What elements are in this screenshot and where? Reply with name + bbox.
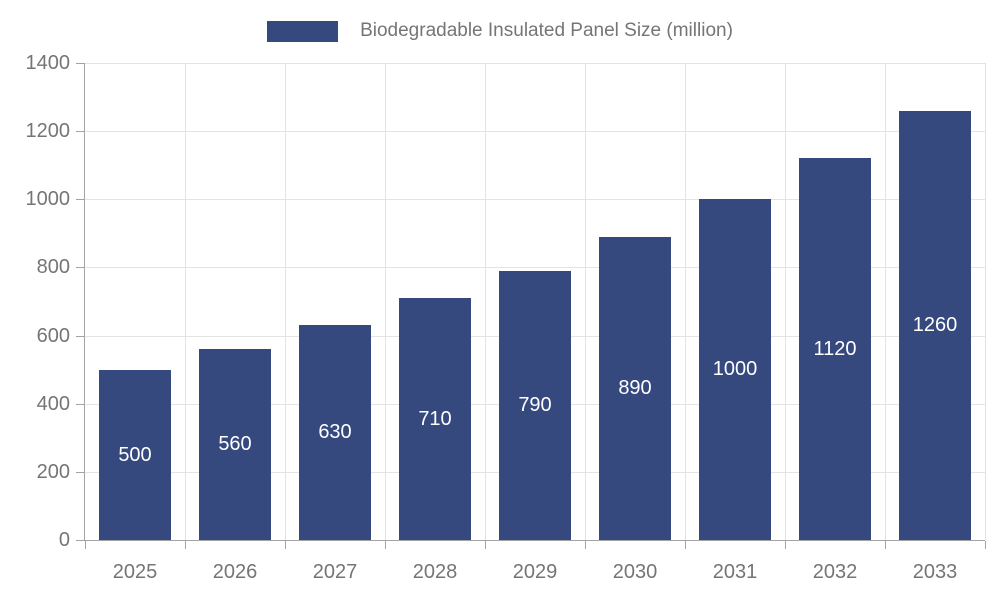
x-axis-tick-label: 2030 — [612, 561, 658, 583]
bar: 1260 — [899, 111, 971, 540]
gridline-vertical — [885, 63, 886, 540]
y-axis-tick-mark — [76, 472, 84, 473]
bar: 630 — [299, 325, 371, 540]
x-axis-tick-label: 2032 — [812, 561, 858, 583]
x-axis-tick-mark — [685, 541, 686, 549]
y-axis-tick-mark — [76, 540, 84, 541]
bar-value-label: 560 — [218, 433, 252, 455]
y-axis-tick-label: 1000 — [25, 188, 71, 210]
bar-value-label: 1000 — [712, 358, 758, 380]
y-axis-tick-mark — [76, 131, 84, 132]
gridline-vertical — [285, 63, 286, 540]
legend-swatch — [267, 20, 339, 42]
x-axis-tick-mark — [585, 541, 586, 549]
gridline-vertical — [785, 63, 786, 540]
y-axis-tick-label: 800 — [36, 256, 70, 278]
legend-label: Biodegradable Insulated Panel Size (mill… — [360, 20, 733, 41]
bar-value-label: 500 — [118, 443, 152, 466]
x-axis-tick-mark — [85, 541, 86, 549]
x-axis-tick-mark — [485, 541, 486, 549]
bar: 890 — [599, 237, 671, 540]
x-axis-tick-label: 2026 — [212, 561, 258, 583]
bar: 560 — [199, 349, 271, 540]
y-axis-tick-label: 0 — [58, 529, 70, 551]
x-axis-tick-label: 2033 — [912, 561, 958, 583]
gridline-horizontal — [85, 63, 985, 64]
x-axis-tick-mark — [985, 541, 986, 549]
bar: 1120 — [799, 158, 871, 540]
bar-value-label: 630 — [318, 421, 352, 443]
x-axis-tick-mark — [285, 541, 286, 549]
y-axis-tick-label: 600 — [36, 325, 70, 347]
gridline-horizontal — [85, 267, 985, 268]
x-axis-tick-label: 2025 — [112, 561, 158, 583]
bar-value-label: 710 — [418, 407, 452, 430]
y-axis-tick-mark — [76, 404, 84, 405]
gridline-horizontal — [85, 199, 985, 200]
x-axis-tick-label: 2027 — [312, 561, 358, 583]
bar: 790 — [499, 271, 571, 540]
x-axis-tick-label: 2029 — [512, 561, 558, 583]
x-axis-tick-mark — [885, 541, 886, 549]
bar-value-label: 790 — [518, 394, 552, 416]
x-axis-tick-mark — [785, 541, 786, 549]
x-axis-tick-mark — [385, 541, 386, 549]
y-axis-tick-label: 400 — [36, 393, 70, 415]
y-axis-tick-label: 200 — [36, 461, 70, 483]
bar-value-label: 1120 — [813, 337, 857, 360]
x-axis-tick-label: 2028 — [412, 561, 458, 583]
x-axis-tick-mark — [185, 541, 186, 549]
x-axis-tick-label: 2031 — [712, 561, 758, 583]
gridline-vertical — [485, 63, 486, 540]
y-axis-tick-label: 1400 — [25, 52, 71, 74]
gridline-vertical — [585, 63, 586, 540]
y-axis-tick-mark — [76, 336, 84, 337]
gridline-vertical — [385, 63, 386, 540]
legend: Biodegradable Insulated Panel Size (mill… — [0, 20, 1000, 42]
bar: 1000 — [699, 199, 771, 540]
bar: 500 — [99, 370, 171, 540]
gridline-horizontal — [85, 131, 985, 132]
y-axis-tick-label: 1200 — [25, 120, 71, 142]
gridline-vertical — [685, 63, 686, 540]
bar-value-label: 1260 — [912, 314, 958, 336]
y-axis-tick-mark — [76, 267, 84, 268]
y-axis-tick-mark — [76, 63, 84, 64]
gridline-vertical — [985, 63, 986, 540]
bar-value-label: 890 — [618, 377, 652, 399]
bar: 710 — [399, 298, 471, 540]
y-axis-tick-mark — [76, 199, 84, 200]
gridline-vertical — [185, 63, 186, 540]
